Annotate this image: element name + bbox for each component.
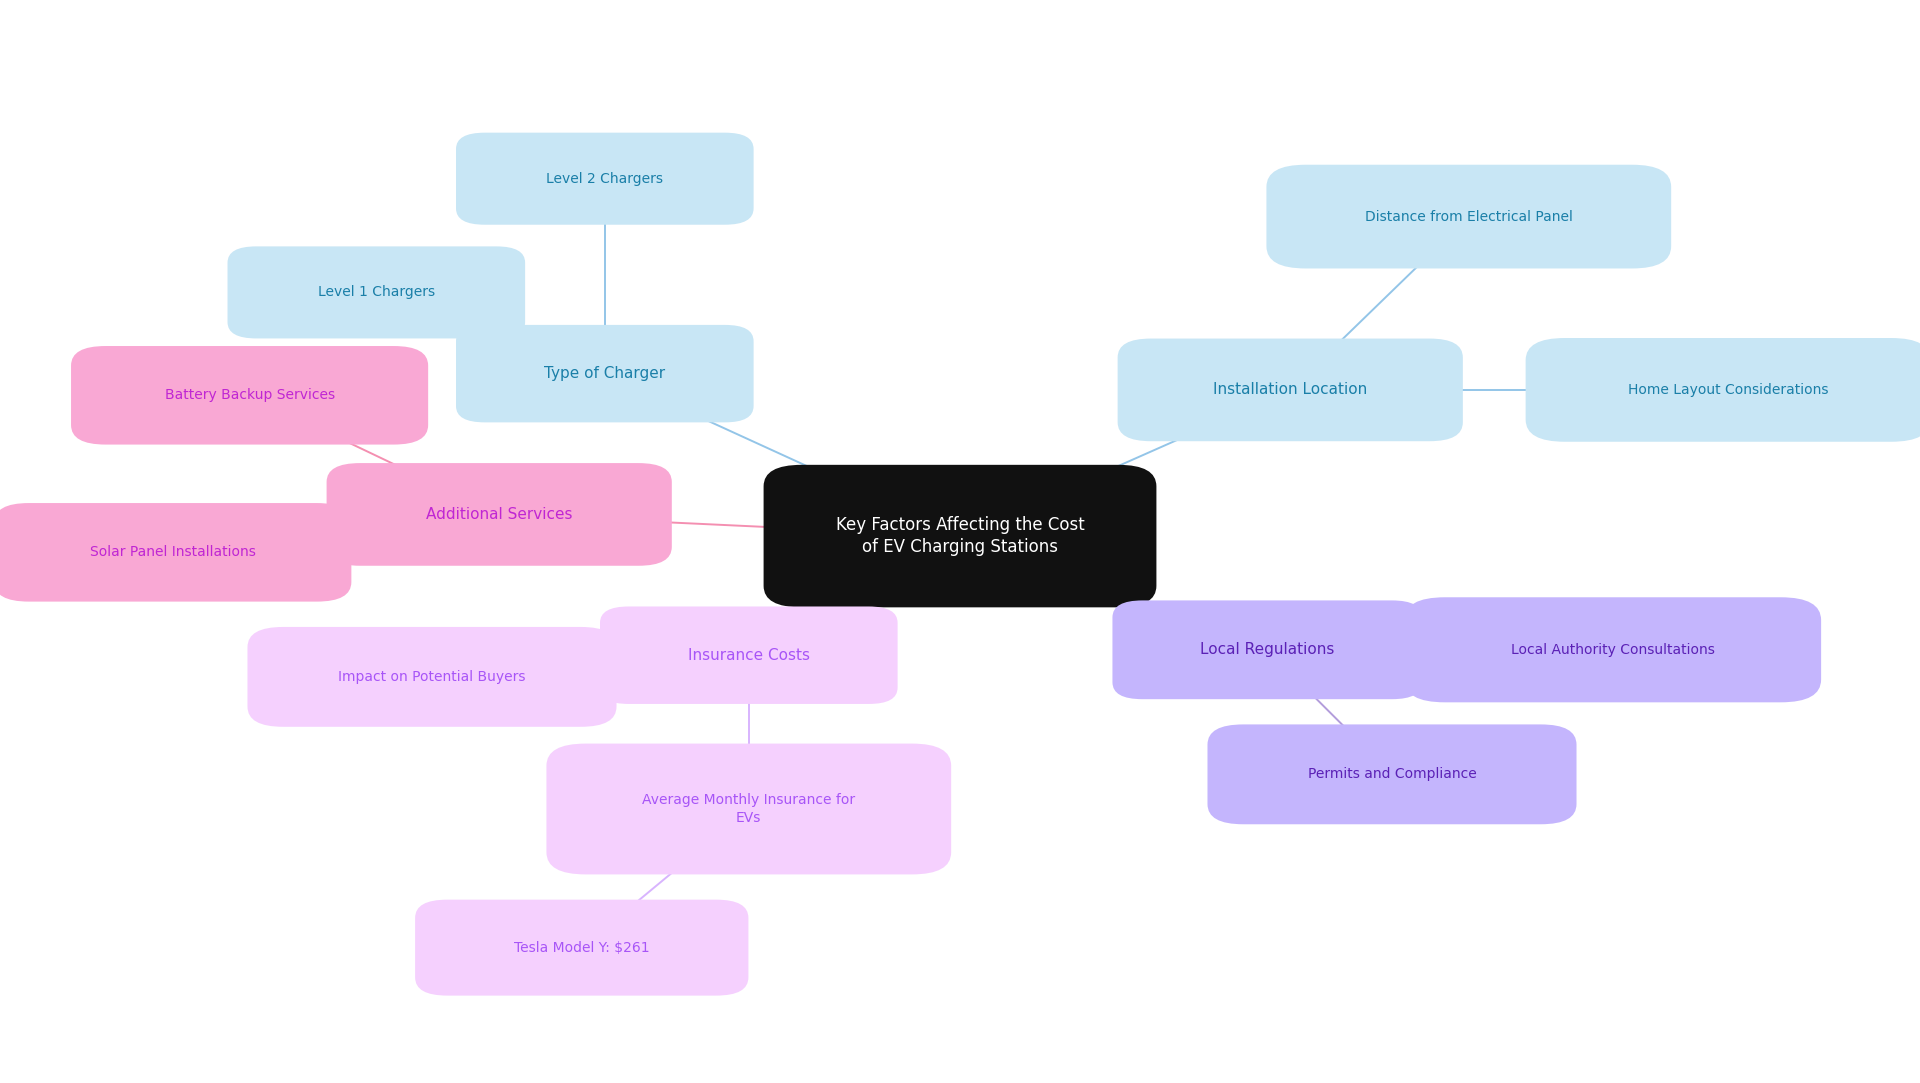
FancyBboxPatch shape: [228, 247, 526, 338]
FancyBboxPatch shape: [1208, 725, 1576, 824]
FancyBboxPatch shape: [457, 325, 753, 422]
Text: Permits and Compliance: Permits and Compliance: [1308, 768, 1476, 781]
Text: Average Monthly Insurance for
EVs: Average Monthly Insurance for EVs: [641, 794, 856, 824]
Text: Installation Location: Installation Location: [1213, 382, 1367, 397]
FancyBboxPatch shape: [326, 464, 672, 565]
FancyBboxPatch shape: [547, 744, 950, 874]
FancyBboxPatch shape: [0, 503, 351, 602]
Text: Home Layout Considerations: Home Layout Considerations: [1628, 383, 1828, 396]
Text: Additional Services: Additional Services: [426, 507, 572, 522]
Text: Impact on Potential Buyers: Impact on Potential Buyers: [338, 670, 526, 683]
FancyBboxPatch shape: [599, 606, 899, 704]
FancyBboxPatch shape: [764, 465, 1156, 608]
FancyBboxPatch shape: [415, 900, 749, 995]
Text: Battery Backup Services: Battery Backup Services: [165, 389, 334, 402]
Text: Level 1 Chargers: Level 1 Chargers: [317, 286, 436, 299]
FancyBboxPatch shape: [1267, 165, 1670, 269]
FancyBboxPatch shape: [71, 347, 428, 445]
FancyBboxPatch shape: [1404, 598, 1820, 703]
Text: Solar Panel Installations: Solar Panel Installations: [90, 546, 255, 559]
Text: Insurance Costs: Insurance Costs: [687, 648, 810, 663]
Text: Local Regulations: Local Regulations: [1200, 642, 1334, 657]
FancyBboxPatch shape: [1112, 600, 1423, 700]
Text: Level 2 Chargers: Level 2 Chargers: [547, 172, 662, 185]
Text: Local Authority Consultations: Local Authority Consultations: [1511, 643, 1715, 656]
Text: Distance from Electrical Panel: Distance from Electrical Panel: [1365, 210, 1572, 223]
FancyBboxPatch shape: [1117, 339, 1463, 441]
Text: Type of Charger: Type of Charger: [543, 366, 666, 381]
FancyBboxPatch shape: [248, 627, 616, 727]
Text: Tesla Model Y: $261: Tesla Model Y: $261: [515, 941, 649, 954]
FancyBboxPatch shape: [1526, 338, 1920, 442]
Text: Key Factors Affecting the Cost
of EV Charging Stations: Key Factors Affecting the Cost of EV Cha…: [835, 516, 1085, 557]
FancyBboxPatch shape: [457, 133, 753, 225]
